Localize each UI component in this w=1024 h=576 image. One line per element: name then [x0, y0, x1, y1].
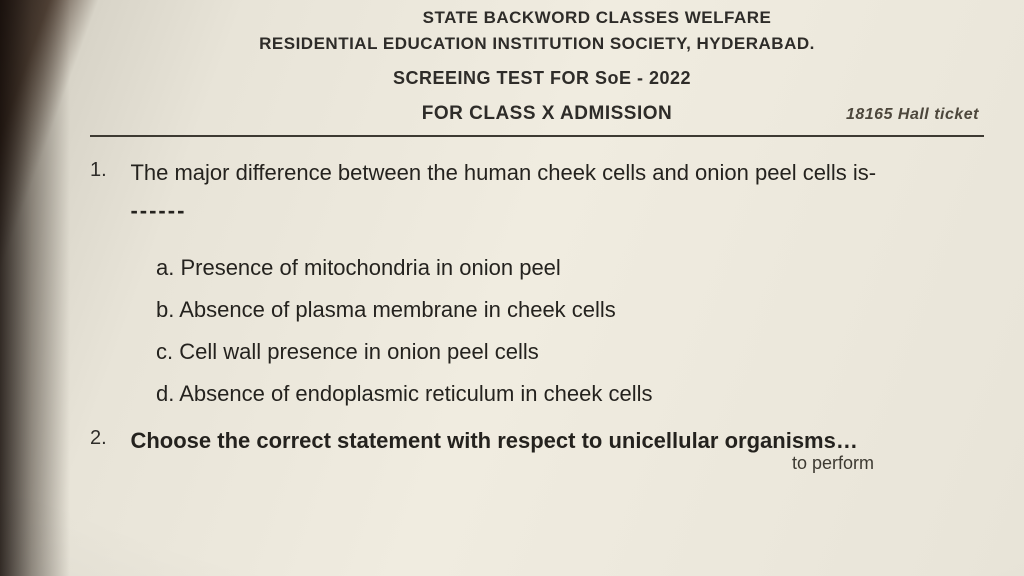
question-text: The major difference between the human c… — [130, 157, 974, 227]
question-number: 2. — [90, 425, 126, 450]
exam-page: STATE BACKWORD CLASSES WELFARE RESIDENTI… — [0, 0, 1024, 474]
option-c: c. Cell wall presence in onion peel cell… — [156, 339, 984, 365]
option-d: d. Absence of endoplasmic reticulum in c… — [156, 381, 984, 407]
question-text: Choose the correct statement with respec… — [130, 425, 974, 457]
hall-ticket-number: 18165 Hall ticket — [846, 106, 979, 124]
answer-blank: ------ — [130, 195, 974, 227]
header-org-line2: RESIDENTIAL EDUCATION INSTITUTION SOCIET… — [90, 34, 984, 54]
question-1: 1. The major difference between the huma… — [90, 157, 984, 407]
header-test-title: SCREEING TEST FOR SoE - 2022 — [90, 68, 984, 89]
header-divider — [90, 135, 984, 137]
options-list: a. Presence of mitochondria in onion pee… — [156, 255, 984, 407]
question-stem: The major difference between the human c… — [130, 160, 876, 185]
question-number: 1. — [90, 157, 126, 182]
header-org-line1: STATE BACKWORD CLASSES WELFARE — [90, 8, 984, 28]
option-a: a. Presence of mitochondria in onion pee… — [156, 255, 984, 281]
option-b: b. Absence of plasma membrane in cheek c… — [156, 297, 984, 323]
question-2: 2. Choose the correct statement with res… — [90, 425, 984, 457]
